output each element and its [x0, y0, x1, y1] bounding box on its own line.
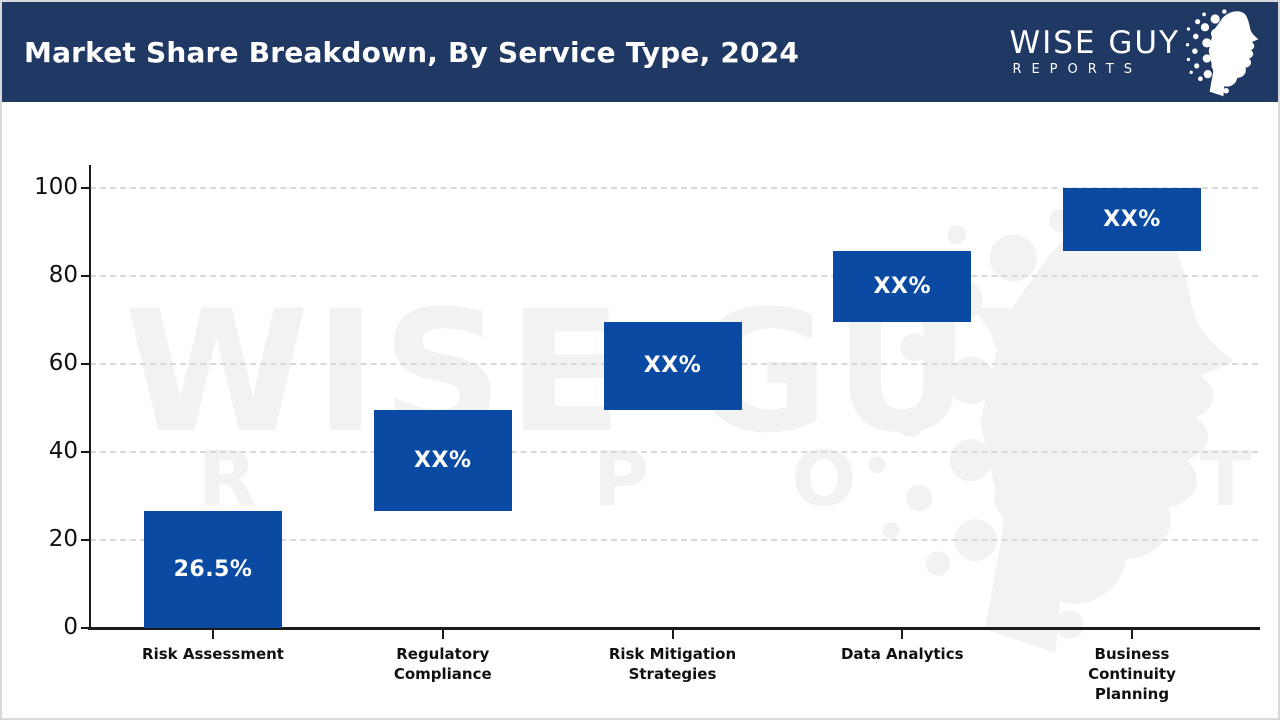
x-category-label: Data Analytics: [840, 645, 964, 663]
bar: XX%: [603, 321, 742, 410]
x-category-label: Business Continuity Planning: [1088, 645, 1176, 703]
x-category-label: Risk Assessment: [142, 645, 284, 663]
x-tick: [901, 630, 904, 639]
y-tick-label: 20: [48, 525, 78, 552]
y-tick-label: 80: [48, 261, 78, 288]
y-tick: [81, 627, 90, 629]
bar-value-label: XX%: [643, 353, 702, 379]
x-tick: [1131, 630, 1133, 639]
grid-line: [90, 274, 1258, 277]
y-tick-label: 0: [63, 614, 78, 640]
brand-name: WISE GUY: [1009, 25, 1180, 61]
brand-logo-text: WISE GUY REPORTS: [1009, 27, 1180, 77]
bar-value-label: XX%: [1103, 206, 1161, 232]
watermark-head-icon: [863, 209, 1235, 653]
bar: XX%: [833, 251, 972, 322]
x-category-label: Regulatory Compliance: [393, 645, 492, 683]
grid-line: [90, 450, 1258, 453]
x-tick: [671, 630, 674, 639]
y-tick: [81, 274, 90, 277]
grid-line: [90, 538, 1258, 541]
bar-value-label: 26.5%: [173, 557, 253, 583]
brand-logo: WISE GUY REPORTS: [1009, 5, 1278, 99]
y-tick-label: 60: [48, 349, 78, 376]
y-tick: [81, 186, 90, 189]
y-axis-line: [89, 165, 91, 630]
brand-head-icon: [1185, 9, 1259, 97]
grid-line: [90, 186, 1258, 189]
header-bar: Market Share Breakdown, By Service Type,…: [2, 2, 1278, 102]
x-tick: [212, 630, 214, 639]
bar: XX%: [373, 409, 512, 512]
brand-subname: REPORTS: [1012, 62, 1143, 77]
x-axis-line: [88, 627, 1260, 630]
x-category-label: Risk Mitigation Strategies: [608, 645, 737, 683]
y-tick-label: 100: [34, 173, 78, 200]
x-tick: [441, 630, 444, 639]
bar-value-label: XX%: [873, 274, 931, 300]
y-tick: [81, 362, 90, 365]
y-tick: [81, 538, 90, 541]
bar-value-label: XX%: [414, 448, 472, 474]
bar: XX%: [1063, 187, 1201, 252]
bar: 26.5%: [144, 511, 282, 628]
y-tick-label: 40: [48, 437, 78, 464]
y-tick: [81, 450, 90, 453]
page-title: Market Share Breakdown, By Service Type,…: [24, 35, 800, 69]
